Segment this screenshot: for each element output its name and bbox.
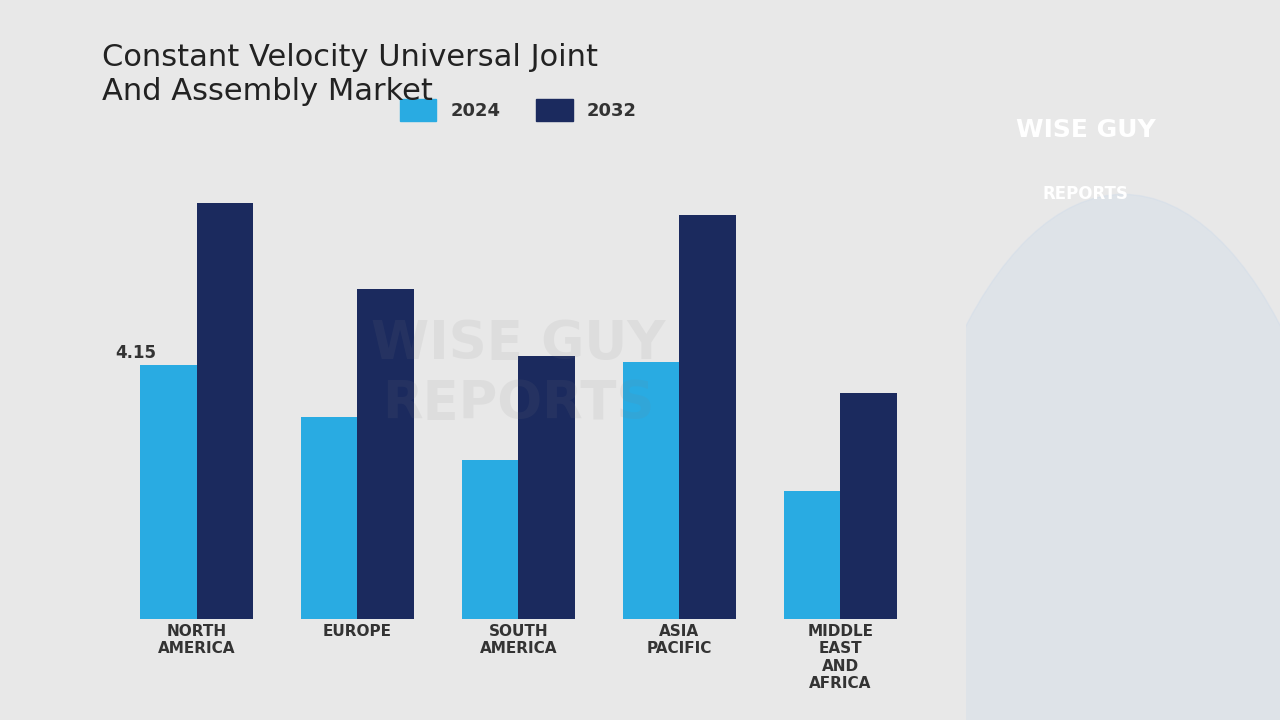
Text: WISE GUY
REPORTS: WISE GUY REPORTS: [371, 318, 666, 431]
Text: Constant Velocity Universal Joint
And Assembly Market: Constant Velocity Universal Joint And As…: [102, 43, 599, 106]
Bar: [783, 491, 840, 619]
Bar: [518, 356, 575, 619]
Text: WISE GUY: WISE GUY: [1016, 117, 1156, 142]
Bar: [301, 418, 357, 619]
Bar: [357, 289, 413, 619]
Text: 4.15: 4.15: [115, 344, 156, 362]
Bar: [197, 203, 253, 619]
Legend: 2024, 2032: 2024, 2032: [390, 90, 646, 130]
Bar: [840, 392, 896, 619]
Text: REPORTS: REPORTS: [1043, 185, 1129, 203]
Bar: [623, 362, 680, 619]
Bar: [462, 460, 518, 619]
Bar: [141, 365, 197, 619]
Bar: [680, 215, 736, 619]
Circle shape: [878, 194, 1280, 720]
